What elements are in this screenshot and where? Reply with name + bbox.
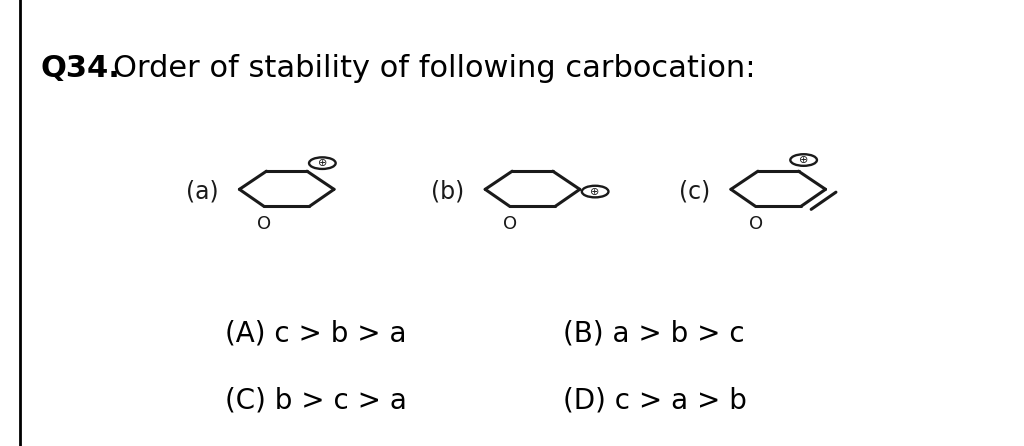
Text: ⊕: ⊕ — [317, 158, 327, 168]
Text: (D) c > a > b: (D) c > a > b — [563, 387, 748, 415]
Text: O: O — [749, 215, 763, 232]
Circle shape — [791, 154, 817, 166]
Text: (a): (a) — [186, 180, 219, 204]
Circle shape — [309, 157, 336, 169]
Text: (c): (c) — [679, 180, 711, 204]
Circle shape — [582, 186, 608, 198]
Text: ⊕: ⊕ — [591, 186, 600, 197]
Text: (C) b > c > a: (C) b > c > a — [225, 387, 408, 415]
Text: ⊕: ⊕ — [799, 155, 808, 165]
Text: O: O — [503, 215, 517, 232]
Text: Order of stability of following carbocation:: Order of stability of following carbocat… — [113, 54, 755, 83]
Text: Q34.: Q34. — [41, 54, 121, 83]
Text: (B) a > b > c: (B) a > b > c — [563, 320, 744, 348]
Text: O: O — [257, 215, 271, 232]
Text: (A) c > b > a: (A) c > b > a — [225, 320, 407, 348]
Text: (b): (b) — [431, 180, 465, 204]
